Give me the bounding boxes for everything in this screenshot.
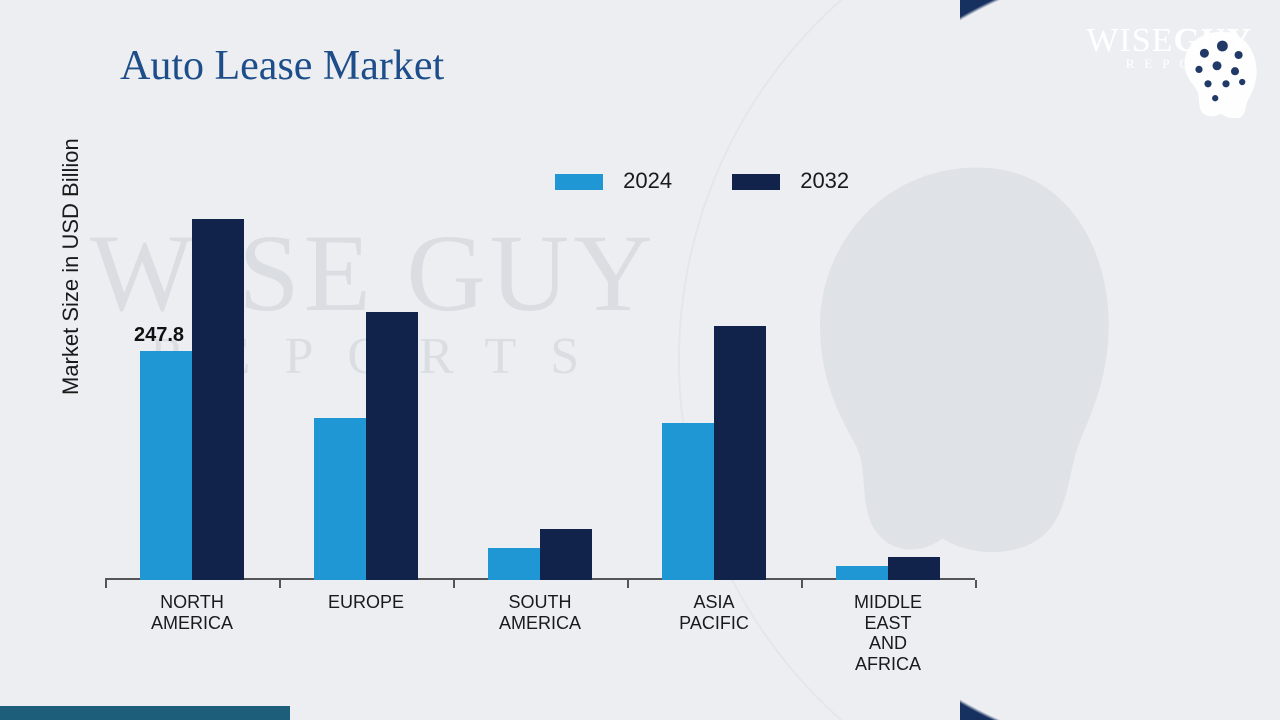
bar-2024 (662, 423, 714, 580)
brand-logo: WISEGUY REPORTS (1086, 22, 1252, 72)
category-group: MIDDLEEASTANDAFRICA (801, 210, 975, 580)
bar-2032 (366, 312, 418, 580)
chart-plot: 247.8NORTHAMERICAEUROPESOUTHAMERICAASIAP… (105, 210, 975, 580)
category-label: NORTHAMERICA (105, 592, 279, 633)
page-root: WISEGUY REPORTS Auto Lease Market WISE G… (0, 0, 1280, 720)
x-tick (105, 580, 107, 588)
category-group: SOUTHAMERICA (453, 210, 627, 580)
bar-2024 (836, 566, 888, 580)
bar-2032 (192, 219, 244, 580)
chart-legend: 2024 2032 (555, 168, 849, 194)
category-label: MIDDLEEASTANDAFRICA (801, 592, 975, 675)
page-title: Auto Lease Market (120, 42, 444, 90)
bar-2032 (540, 529, 592, 580)
x-tick (453, 580, 455, 588)
bar-2032 (714, 326, 766, 580)
category-group: ASIAPACIFIC (627, 210, 801, 580)
x-tick (279, 580, 281, 588)
y-axis-label: Market Size in USD Billion (58, 138, 84, 395)
bar-value-label: 247.8 (134, 324, 184, 347)
legend-swatch-2032 (732, 174, 780, 190)
bar-2032 (888, 557, 940, 580)
logo-head-icon (1172, 28, 1262, 118)
category-group: EUROPE (279, 210, 453, 580)
bar-2024 (140, 351, 192, 580)
x-tick (975, 580, 977, 588)
legend-label-2024: 2024 (623, 168, 672, 193)
logo-word-1: WISE (1086, 22, 1173, 59)
legend-item-2032: 2032 (732, 168, 849, 194)
legend-swatch-2024 (555, 174, 603, 190)
legend-label-2032: 2032 (800, 168, 849, 193)
footer-accent-strip (0, 706, 290, 720)
legend-item-2024: 2024 (555, 168, 672, 194)
category-label: SOUTHAMERICA (453, 592, 627, 633)
category-label: ASIAPACIFIC (627, 592, 801, 633)
bar-2024 (488, 548, 540, 580)
x-tick (627, 580, 629, 588)
bar-2024 (314, 418, 366, 580)
category-group: 247.8NORTHAMERICA (105, 210, 279, 580)
x-tick (801, 580, 803, 588)
category-label: EUROPE (279, 592, 453, 613)
